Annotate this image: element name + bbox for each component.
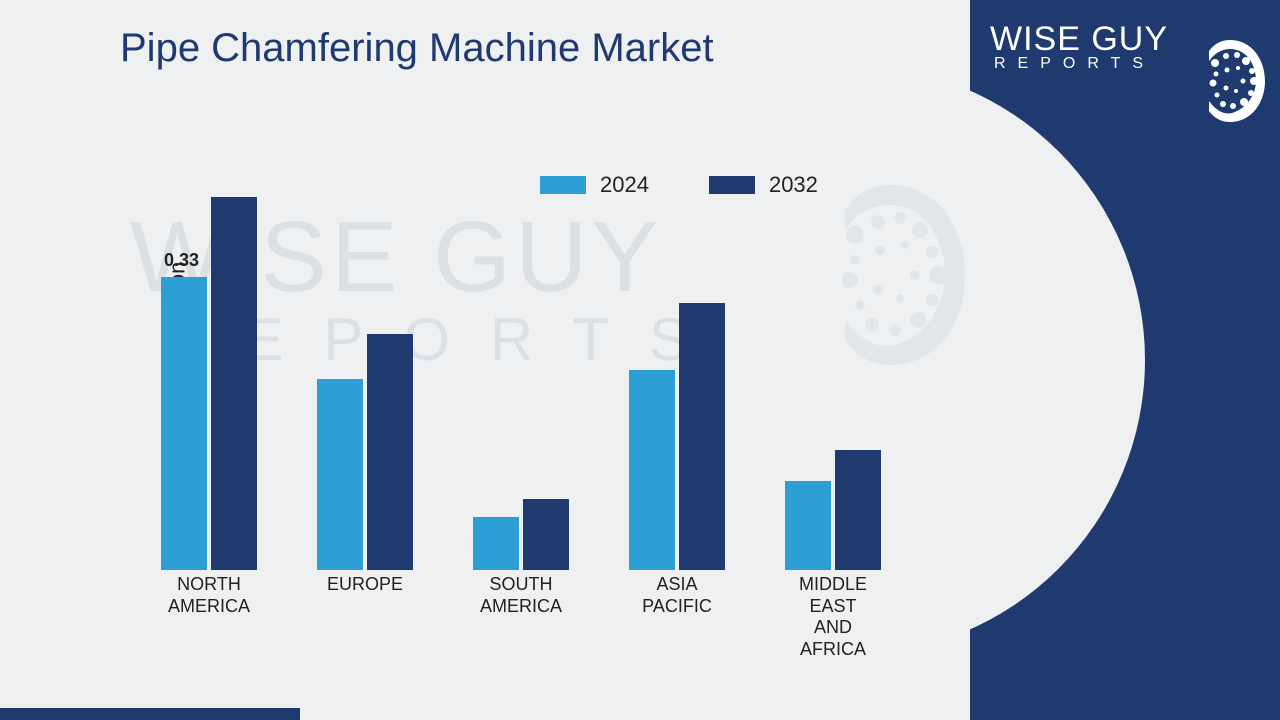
bottom-accent-bar <box>0 708 300 720</box>
bar <box>835 450 881 570</box>
category-label: ASIAPACIFIC <box>599 574 755 617</box>
bar <box>473 517 519 570</box>
bar <box>785 481 831 570</box>
bar <box>629 370 675 570</box>
bar <box>161 277 207 570</box>
canvas: WISE GUY REPORTS Pipe Chamfering Machine… <box>0 0 1280 720</box>
brand-head-icon <box>1190 38 1268 124</box>
category-label: SOUTHAMERICA <box>443 574 599 617</box>
bar <box>211 197 257 570</box>
plot-area: 0.33NORTHAMERICAEUROPESOUTHAMERICAASIAPA… <box>131 170 915 570</box>
category-label: NORTHAMERICA <box>131 574 287 617</box>
bar <box>679 303 725 570</box>
chart-title: Pipe Chamfering Machine Market <box>120 26 714 71</box>
category-label: EUROPE <box>287 574 443 596</box>
category-label: MIDDLEEASTANDAFRICA <box>755 574 911 660</box>
bar <box>367 334 413 570</box>
bar-value-label: 0.33 <box>164 250 199 271</box>
bar-chart: Market Size in USD Billion 0.33NORTHAMER… <box>95 170 915 610</box>
bar <box>317 379 363 570</box>
brand-logo: WISE GUY REPORTS <box>990 20 1250 73</box>
bar <box>523 499 569 570</box>
